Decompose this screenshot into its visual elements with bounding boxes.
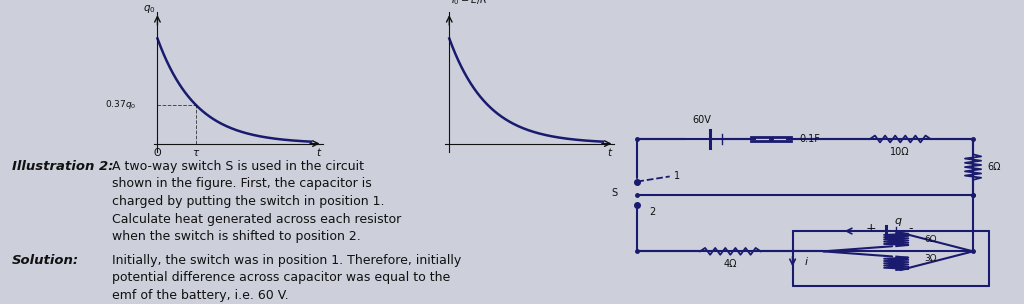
Text: $0.37q_0$: $0.37q_0$ bbox=[104, 98, 136, 111]
Text: q: q bbox=[895, 216, 902, 226]
Text: 3Ω: 3Ω bbox=[925, 254, 937, 263]
Text: 6Ω: 6Ω bbox=[925, 235, 937, 244]
Text: Illustration 2:: Illustration 2: bbox=[12, 160, 114, 173]
Text: $t$: $t$ bbox=[607, 146, 613, 158]
Text: O: O bbox=[154, 148, 161, 158]
Text: $q_0$: $q_0$ bbox=[143, 3, 156, 15]
Text: -: - bbox=[908, 222, 912, 235]
Text: S: S bbox=[611, 188, 617, 199]
Text: i: i bbox=[805, 257, 808, 267]
Text: 0.1F: 0.1F bbox=[799, 134, 820, 144]
Text: 10Ω: 10Ω bbox=[891, 147, 910, 157]
Text: 2: 2 bbox=[649, 207, 655, 217]
Text: 1: 1 bbox=[674, 171, 680, 181]
Text: +: + bbox=[866, 222, 877, 235]
Text: $\tau$: $\tau$ bbox=[191, 148, 200, 158]
Text: A two-way switch S is used in the circuit
shown in the figure. First, the capaci: A two-way switch S is used in the circui… bbox=[112, 160, 401, 243]
Text: 6Ω: 6Ω bbox=[987, 162, 1000, 172]
Text: $t$: $t$ bbox=[315, 146, 322, 158]
Text: Solution:: Solution: bbox=[12, 254, 79, 267]
Text: Initially, the switch was in position 1. Therefore, initially
potential differen: Initially, the switch was in position 1.… bbox=[112, 254, 461, 302]
Text: 60V: 60V bbox=[692, 116, 712, 125]
Text: $I_0 = E/R$: $I_0 = E/R$ bbox=[452, 0, 487, 7]
Text: 4Ω: 4Ω bbox=[724, 259, 737, 269]
